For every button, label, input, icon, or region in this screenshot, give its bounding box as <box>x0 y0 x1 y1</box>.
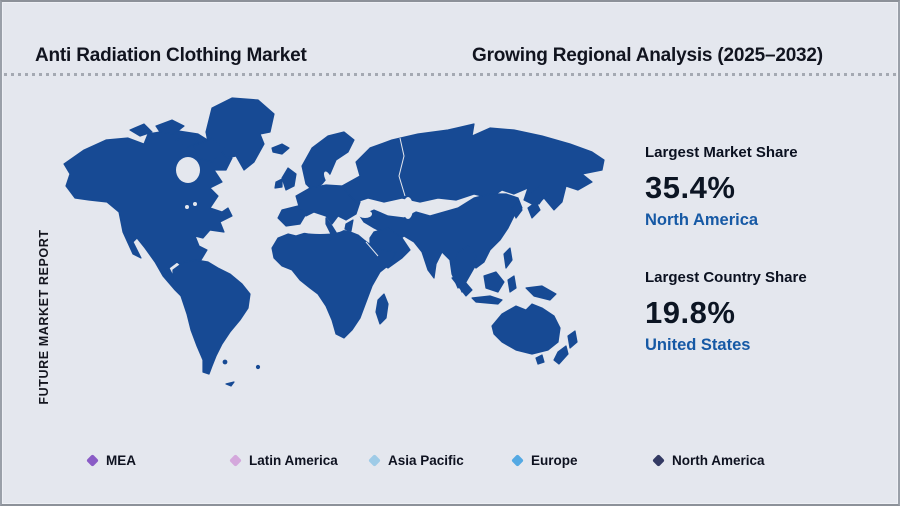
stat-largest-market-share: Largest Market Share 35.4% North America <box>645 144 885 230</box>
legend-label: Asia Pacific <box>388 452 464 468</box>
legend-label: Europe <box>531 452 578 468</box>
legend-item-asia-pacific: Asia Pacific <box>368 450 464 470</box>
stat-value: 19.8% <box>645 295 736 330</box>
legend-item-latin-america: Latin America <box>229 450 338 470</box>
diamond-marker-icon <box>86 453 99 467</box>
stat-label: Largest Country Share <box>645 269 807 286</box>
diamond-marker-icon <box>368 453 381 467</box>
legend: MEA Latin America Asia Pacific Europe No… <box>2 450 898 470</box>
brand-watermark: FUTURE MARKET REPORT <box>37 229 51 405</box>
stat-largest-country-share: Largest Country Share 19.8% United State… <box>645 269 885 355</box>
legend-item-europe: Europe <box>511 450 578 470</box>
dotted-separator <box>4 73 896 76</box>
legend-label: North America <box>672 452 765 468</box>
diamond-marker-icon <box>229 453 242 467</box>
stat-label: Largest Market Share <box>645 144 798 161</box>
stat-region: North America <box>645 211 759 229</box>
legend-label: Latin America <box>249 452 338 468</box>
page-title: Anti Radiation Clothing Market <box>35 45 307 66</box>
legend-label: MEA <box>106 452 136 468</box>
diamond-marker-icon <box>652 453 665 467</box>
stats-panel: Largest Market Share 35.4% North America… <box>645 144 885 355</box>
world-map <box>60 90 628 428</box>
legend-item-north-america: North America <box>652 450 765 470</box>
stat-region: United States <box>645 336 751 354</box>
legend-item-mea: MEA <box>86 450 136 470</box>
diamond-marker-icon <box>511 453 524 467</box>
stat-value: 35.4% <box>645 170 736 205</box>
world-map-svg <box>63 97 605 387</box>
page-subtitle: Growing Regional Analysis (2025–2032) <box>472 45 823 66</box>
